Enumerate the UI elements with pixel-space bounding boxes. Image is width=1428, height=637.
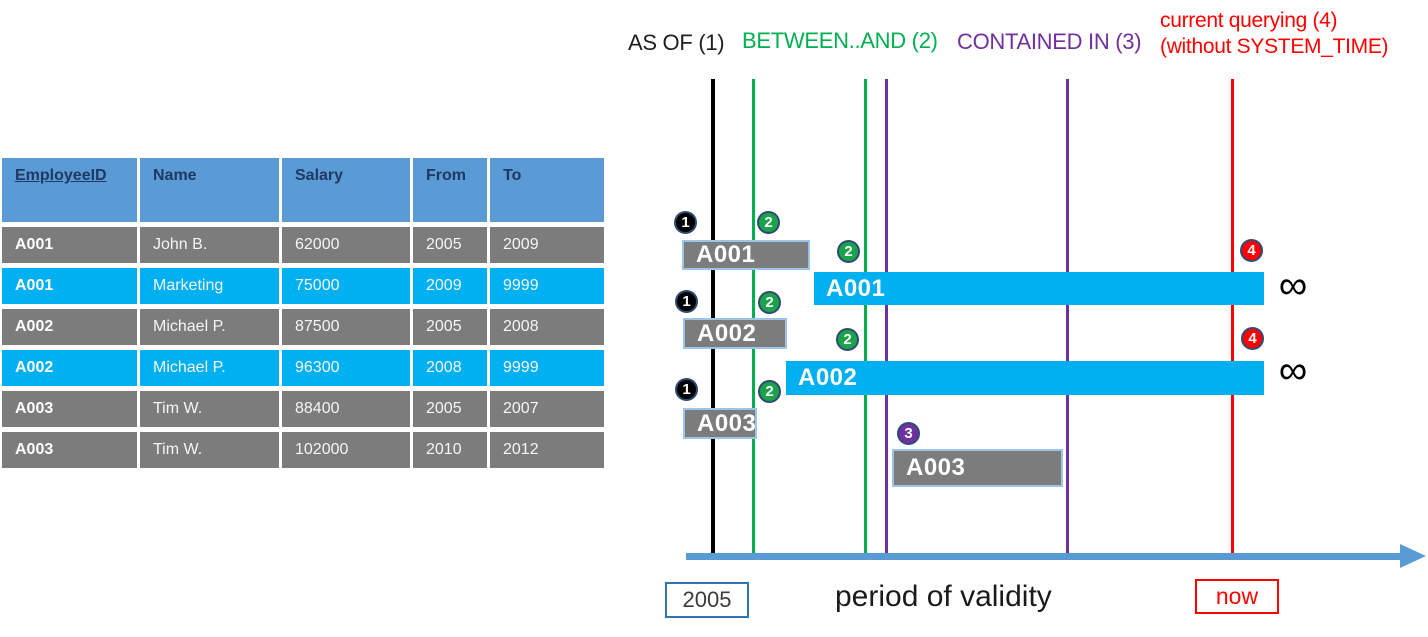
header-cell-name: Name (140, 158, 279, 222)
badge-1-a003: 1 (675, 378, 698, 401)
cell-from: 2008 (413, 350, 487, 386)
cell-salary: 88400 (282, 391, 410, 427)
cell-salary: 96300 (282, 350, 410, 386)
badge-1-a002: 1 (675, 290, 698, 313)
cell-to: 9999 (490, 350, 604, 386)
bar-label: A001 (696, 241, 756, 268)
table-header-row: EmployeeID Name Salary From To (2, 158, 604, 222)
header-cell-label: Salary (295, 167, 344, 184)
bar-label: A001 (826, 274, 886, 302)
legend-current-line2: (without SYSTEM_TIME) (1160, 35, 1389, 58)
cell-name: Michael P. (140, 350, 279, 386)
cell-to: 9999 (490, 268, 604, 304)
cell-to: 2009 (490, 227, 604, 263)
cell-id: A001 (2, 227, 137, 263)
cell-from: 2005 (413, 227, 487, 263)
bar-a002-current: A002 (786, 361, 1264, 395)
cell-name: Marketing (140, 268, 279, 304)
table-row: A001 John B. 62000 2005 2009 (2, 227, 604, 263)
table-row: A003 Tim W. 88400 2005 2007 (2, 391, 604, 427)
now-box: now (1195, 579, 1279, 614)
cell-from: 2009 (413, 268, 487, 304)
bar-label: A003 (697, 409, 757, 437)
bar-a001-current: A001 (814, 272, 1264, 305)
bar-label: A003 (906, 454, 966, 481)
cell-id: A003 (2, 432, 137, 468)
table-body: A001 John B. 62000 2005 2009 A001 Marketing 750… (2, 227, 604, 468)
legend-current-querying: current querying (4) (without SYSTEM_TIM… (1160, 8, 1389, 60)
badge-2-a001-current: 2 (837, 240, 860, 263)
contained-end-line (1066, 79, 1069, 558)
bar-a002-history: A002 (683, 318, 787, 349)
badge-4-a002-current: 4 (1241, 327, 1264, 350)
period-of-validity-label: period of validity (835, 580, 1052, 613)
bar-label: A002 (798, 364, 858, 391)
cell-name: Tim W. (140, 432, 279, 468)
cell-to: 2007 (490, 391, 604, 427)
infinity-a001: ∞ (1278, 263, 1308, 308)
badge-4-a001-current: 4 (1240, 239, 1263, 262)
table-row: A003 Tim W. 102000 2010 2012 (2, 432, 604, 468)
header-cell-label: To (503, 167, 522, 184)
now-line (1231, 79, 1234, 558)
cell-to: 2012 (490, 432, 604, 468)
cell-salary: 62000 (282, 227, 410, 263)
cell-from: 2010 (413, 432, 487, 468)
time-axis-arrowhead-icon (1400, 544, 1426, 568)
badge-2-a002-current: 2 (836, 328, 859, 351)
badge-2-a002: 2 (758, 291, 781, 314)
bar-a003-history1: A003 (683, 408, 757, 439)
table-row: A002 Michael P. 96300 2008 9999 (2, 350, 604, 386)
legend-as-of: AS OF (1) (628, 30, 725, 55)
cell-id: A002 (2, 350, 137, 386)
header-cell-label: From (426, 167, 466, 184)
bar-a001-history: A001 (682, 240, 810, 270)
cell-from: 2005 (413, 309, 487, 345)
cell-id: A001 (2, 268, 137, 304)
header-cell-salary: Salary (282, 158, 410, 222)
cell-salary: 102000 (282, 432, 410, 468)
header-cell-label: EmployeeID (15, 167, 107, 184)
cell-name: Michael P. (140, 309, 279, 345)
header-cell-from: From (413, 158, 487, 222)
bar-label: A002 (697, 319, 757, 347)
header-cell-label: Name (153, 167, 197, 184)
table-row: A001 Marketing 75000 2009 9999 (2, 268, 604, 304)
between-end-line (864, 79, 867, 558)
time-axis (686, 553, 1402, 560)
cell-name: Tim W. (140, 391, 279, 427)
contained-start-line (885, 79, 888, 558)
cell-salary: 87500 (282, 309, 410, 345)
cell-id: A002 (2, 309, 137, 345)
cell-salary: 75000 (282, 268, 410, 304)
badge-3-a003: 3 (897, 422, 920, 445)
legend-current-line1: current querying (4) (1160, 9, 1338, 32)
year-2005-box: 2005 (665, 582, 749, 618)
cell-from: 2005 (413, 391, 487, 427)
header-cell-employeeid: EmployeeID (2, 158, 137, 222)
badge-2-a003: 2 (758, 380, 781, 403)
header-cell-to: To (490, 158, 604, 222)
infinity-a002: ∞ (1278, 348, 1308, 393)
legend-between-and: BETWEEN..AND (2) (742, 28, 938, 53)
legend-contained-in: CONTAINED IN (3) (957, 29, 1142, 54)
badge-2-a001: 2 (757, 211, 780, 234)
table-row: A002 Michael P. 87500 2005 2008 (2, 309, 604, 345)
employee-table: EmployeeID Name Salary From To A001 John B. 62… (2, 158, 604, 468)
year-2005-label: 2005 (682, 587, 732, 612)
now-label: now (1215, 583, 1259, 609)
cell-to: 2008 (490, 309, 604, 345)
badge-1-a001: 1 (674, 211, 697, 234)
cell-name: John B. (140, 227, 279, 263)
bar-a003-history2: A003 (892, 449, 1063, 487)
cell-id: A003 (2, 391, 137, 427)
